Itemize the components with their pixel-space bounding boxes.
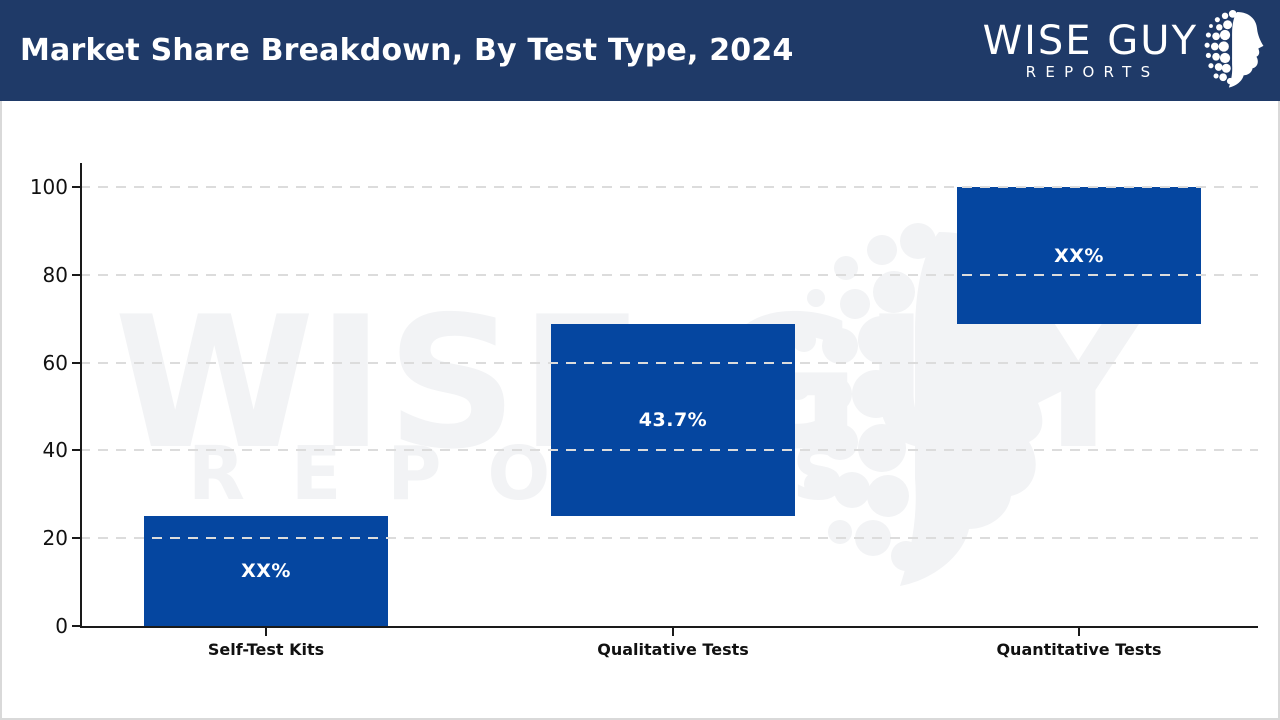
bar-quantitative-tests: XX% <box>957 187 1201 325</box>
bar-value-label: XX% <box>1054 244 1104 267</box>
bar-qualitative-tests: 43.7% <box>551 324 795 517</box>
brand-logo: WISE GUY REPORTS <box>983 8 1266 94</box>
bar-self-test-kits: XX% <box>144 516 388 626</box>
y-axis-tick <box>72 361 80 364</box>
gridline <box>80 361 1258 364</box>
brand-wordmark: WISE GUY REPORTS <box>983 20 1198 81</box>
y-axis-line <box>80 163 82 628</box>
y-axis-tick <box>72 273 80 276</box>
y-axis-tick-label: 40 <box>42 438 68 463</box>
bar-value-label: 43.7% <box>638 409 708 432</box>
face-logo-icon <box>1204 9 1264 87</box>
y-axis-tick-label: 60 <box>42 350 68 375</box>
gridline <box>80 273 1258 276</box>
brand-name-text: WISE GUY <box>982 18 1198 64</box>
y-axis-tick <box>72 449 80 452</box>
gridline <box>80 186 1258 188</box>
plot-area: 0 20 40 60 80 100 XX% Self-Test Kits 43.7% Qualit… <box>2 101 1278 718</box>
y-axis-tick-label: 100 <box>29 175 68 199</box>
x-axis-tick <box>265 628 267 636</box>
y-axis-tick <box>72 537 80 540</box>
y-axis-tick-label: 0 <box>55 614 68 638</box>
header: Market Share Breakdown, By Test Type, 20… <box>0 0 1280 101</box>
gridline <box>80 537 1258 540</box>
x-axis-tick <box>672 628 674 636</box>
y-axis-tick <box>72 186 80 188</box>
page-title: Market Share Breakdown, By Test Type, 20… <box>20 33 794 68</box>
x-axis-category-label: Self-Test Kits <box>207 640 325 659</box>
x-axis-line <box>80 626 1258 628</box>
x-axis-category-label: Quantitative Tests <box>996 640 1162 659</box>
chart-canvas: WISE GUY REPORTS 0 20 40 60 80 100 XX% Self-Tes… <box>0 101 1280 720</box>
bar-value-label: XX% <box>241 560 291 583</box>
brand-subtitle-text: REPORTS <box>1025 63 1160 81</box>
gridline <box>80 449 1258 452</box>
x-axis-tick <box>1078 628 1080 636</box>
y-axis-tick <box>72 625 80 627</box>
x-axis-category-label: Qualitative Tests <box>597 640 749 659</box>
y-axis-tick-label: 80 <box>42 262 68 287</box>
y-axis-tick-label: 20 <box>42 526 68 551</box>
